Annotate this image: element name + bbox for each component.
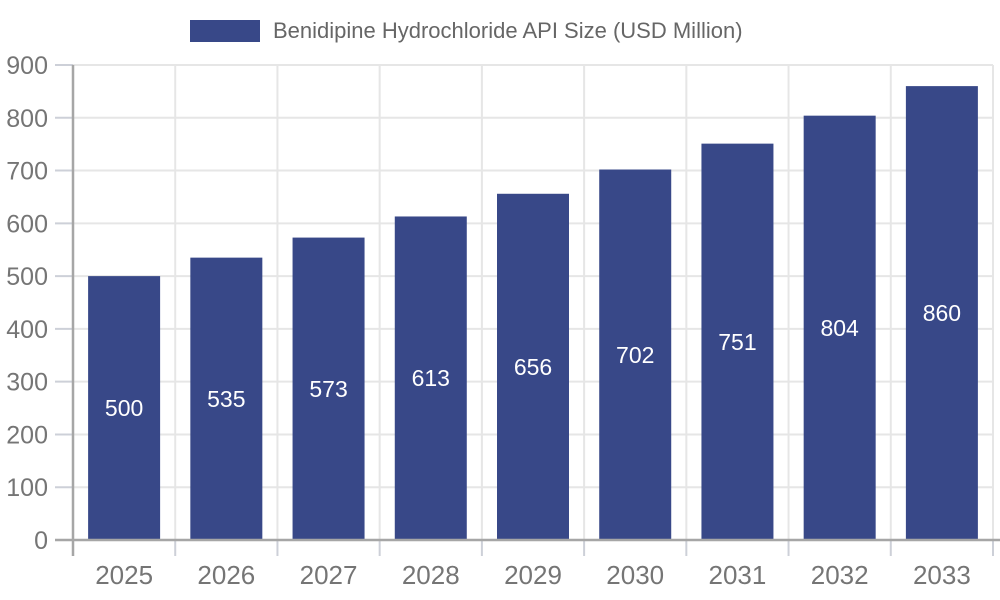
y-axis-tick-label: 0 [34,527,48,555]
legend-label: Benidipine Hydrochloride API Size (USD M… [273,18,743,43]
bar-2026[interactable] [190,257,263,540]
x-axis-tick-label: 2031 [709,560,767,590]
y-axis-tick-label: 900 [6,52,48,80]
bar-value-label: 702 [616,342,654,368]
x-axis-tick-label: 2028 [402,560,460,590]
x-axis-tick-label: 2026 [197,560,255,590]
x-axis-tick-label: 2032 [811,560,869,590]
bar-value-label: 804 [820,315,859,341]
x-axis-tick-label: 2033 [913,560,971,590]
x-axis-tick-label: 2027 [300,560,358,590]
y-axis-tick-label: 700 [6,158,48,186]
y-axis-tick-label: 100 [6,474,48,502]
bar-value-label: 751 [718,329,756,355]
bar-2030[interactable] [599,169,672,541]
y-axis-tick-label: 300 [6,369,48,397]
x-axis-tick-label: 2025 [95,560,153,590]
chart-legend[interactable]: Benidipine Hydrochloride API Size (USD M… [190,18,743,44]
bar-value-label: 535 [207,386,245,412]
bar-2028[interactable] [394,216,467,540]
legend-swatch [190,20,260,42]
x-axis-tick-label: 2030 [606,560,664,590]
bar-value-label: 613 [412,365,450,391]
bar-2025[interactable] [88,276,161,540]
y-axis-tick-label: 500 [6,263,48,291]
y-axis-tick-label: 600 [6,210,48,238]
bar-value-label: 500 [105,395,143,421]
bar-2033[interactable] [905,86,978,540]
bar-2029[interactable] [497,193,569,540]
bar-value-label: 573 [309,376,347,402]
y-axis-tick-label: 800 [6,105,48,133]
x-axis-tick-label: 2029 [504,560,562,590]
y-axis-tick-label: 400 [6,316,48,344]
bar-value-label: 860 [923,300,961,326]
bar-2031[interactable] [701,143,774,540]
y-axis-tick-label: 200 [6,421,48,449]
bar-2027[interactable] [292,237,365,541]
bar-value-label: 656 [514,354,552,380]
bar-2032[interactable] [803,115,876,541]
